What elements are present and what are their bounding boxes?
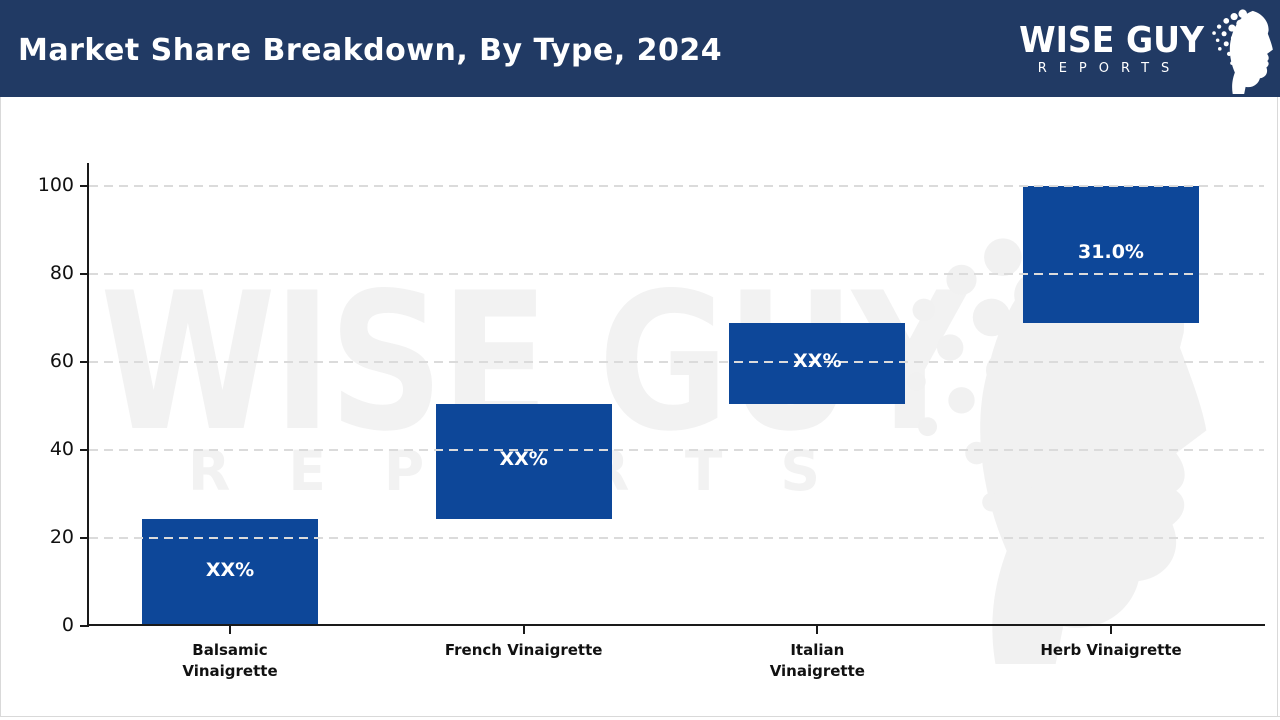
left-border-line <box>0 97 1 717</box>
x-tick-mark <box>229 626 231 634</box>
x-category-label: Italian Vinaigrette <box>769 641 865 680</box>
bar-value-label: XX% <box>205 559 255 582</box>
bar-segment <box>729 322 906 404</box>
x-tick-mark <box>816 626 819 634</box>
bar-segment <box>435 403 612 519</box>
gridline-80 <box>89 273 1264 276</box>
header-bar: Market Share Breakdown, By Type, 2024 WI… <box>0 0 1280 97</box>
y-tick-label: 80 <box>49 262 74 285</box>
logo-reports-label: REPORTS <box>1037 60 1182 76</box>
gridline-20 <box>89 536 1264 539</box>
gridline-40 <box>89 448 1264 451</box>
y-tick-label: 0 <box>61 613 74 636</box>
logo-wiseguy-label: WISE GUY <box>1019 20 1204 61</box>
right-border-line <box>1277 97 1278 717</box>
gridline-60 <box>89 361 1264 364</box>
x-category-label: Herb Vinaigrette <box>1040 641 1182 659</box>
x-tick-mark <box>1110 626 1112 634</box>
page-title: Market Share Breakdown, By Type, 2024 <box>18 33 723 68</box>
logo-head-icon <box>1212 9 1273 94</box>
bar-value-label: 31.0% <box>1078 241 1144 264</box>
x-axis-line <box>87 624 1265 626</box>
y-tick-label: 20 <box>49 525 74 548</box>
y-tick-label: 100 <box>37 174 74 197</box>
y-tick-mark <box>80 624 88 627</box>
bar-value-label: XX% <box>499 448 548 471</box>
y-tick-label: 40 <box>49 437 74 460</box>
bar-segment <box>1023 186 1199 323</box>
y-tick-mark <box>80 273 88 276</box>
y-axis-line <box>87 163 89 627</box>
y-tick-mark <box>80 361 88 364</box>
bar-segment <box>142 518 318 626</box>
x-tick-mark <box>522 626 525 634</box>
x-category-label: French Vinaigrette <box>444 641 603 659</box>
bar-value-label: XX% <box>793 350 842 373</box>
y-tick-mark <box>80 448 88 451</box>
y-tick-mark <box>80 185 88 188</box>
logo-text: WISE GUY REPORTS <box>1003 22 1204 76</box>
bottom-border-line <box>0 716 1280 717</box>
x-category-label: Balsamic Vinaigrette <box>182 641 278 680</box>
y-tick-label: 60 <box>49 350 74 373</box>
wise-guy-reports-logo: WISE GUY REPORTS <box>1019 4 1276 94</box>
y-tick-mark <box>80 536 88 539</box>
gridline-100 <box>89 185 1264 188</box>
